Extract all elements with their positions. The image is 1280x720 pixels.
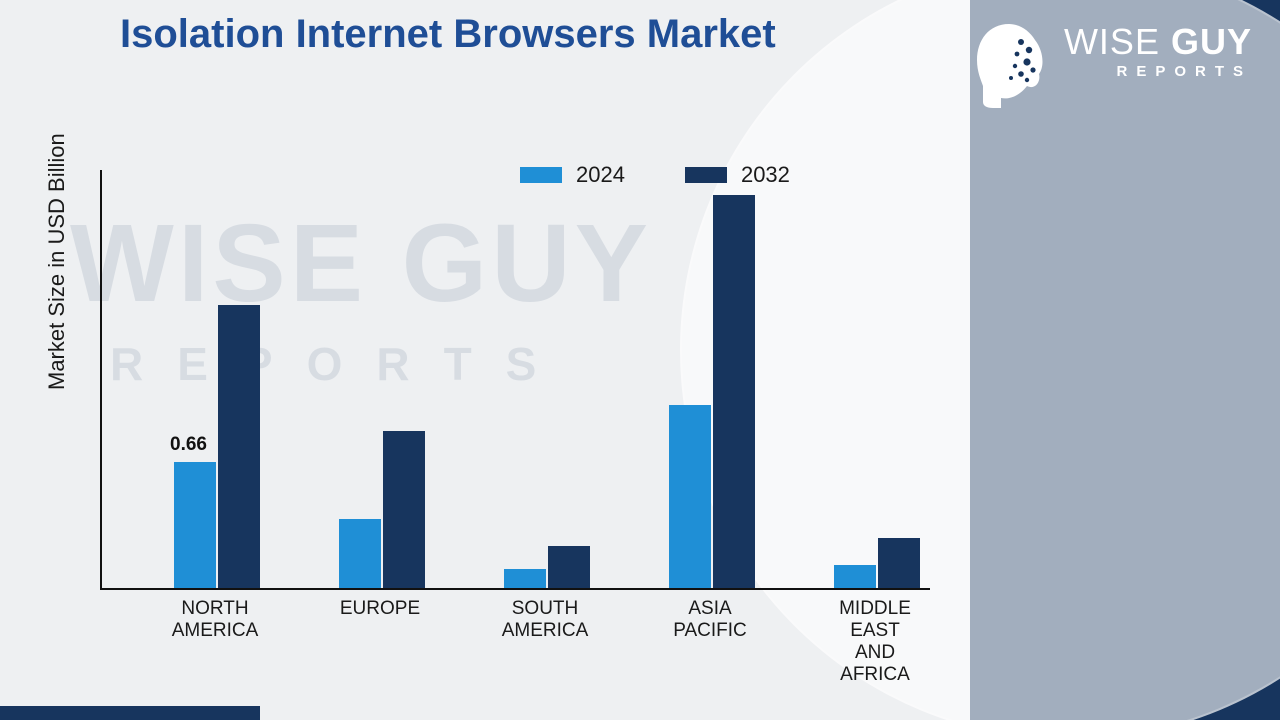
x-axis-label: SOUTHAMERICA: [478, 598, 612, 642]
bar-value-label: 0.66: [170, 434, 207, 456]
logo-head-icon: [968, 20, 1050, 110]
brand-logo: WISE GUY REPORTS: [1064, 24, 1252, 79]
bar-2032: [713, 195, 755, 588]
bar-2032: [218, 305, 260, 588]
chart-title: Isolation Internet Browsers Market: [120, 12, 776, 57]
bar-2024: [339, 519, 381, 588]
bar-group: [504, 546, 590, 588]
bar-2024: [669, 405, 711, 588]
x-axis-label: NORTHAMERICA: [148, 598, 282, 642]
bar-2032: [383, 431, 425, 588]
bar-2024: [174, 462, 216, 588]
x-axis-label: EUROPE: [313, 598, 447, 620]
bar-group: [834, 538, 920, 588]
x-axis-label: ASIAPACIFIC: [643, 598, 777, 642]
logo-word-reports: REPORTS: [1064, 64, 1252, 79]
logo-word-guy: GUY: [1171, 21, 1252, 62]
bar-2024: [504, 569, 546, 588]
bar-group: [339, 431, 425, 588]
bar-2024: [834, 565, 876, 588]
plot-area: 0.66: [100, 170, 930, 590]
bar-2032: [548, 546, 590, 588]
bottom-accent-bar: [0, 706, 260, 720]
x-axis-label: MIDDLEEASTANDAFRICA: [808, 598, 942, 685]
bar-2032: [878, 538, 920, 588]
bar-chart: 0.66: [100, 170, 930, 590]
logo-word-wise: WISE: [1064, 21, 1160, 62]
y-axis-label: Market Size in USD Billion: [44, 133, 70, 390]
bar-group: [669, 195, 755, 588]
